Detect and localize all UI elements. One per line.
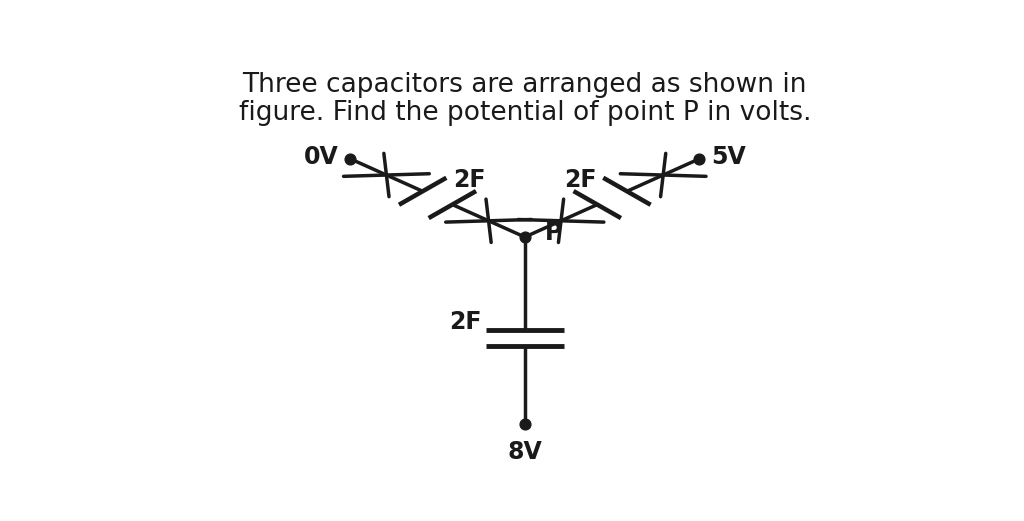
- Point: [516, 419, 532, 428]
- Text: 5V: 5V: [712, 145, 746, 169]
- Point: [342, 155, 358, 163]
- Text: figure. Find the potential of point P in volts.: figure. Find the potential of point P in…: [239, 100, 811, 126]
- Text: 2F: 2F: [564, 168, 597, 192]
- Text: P: P: [545, 221, 562, 245]
- Text: Three capacitors are arranged as shown in: Three capacitors are arranged as shown i…: [243, 71, 807, 97]
- Text: 2F: 2F: [453, 168, 485, 192]
- Text: 8V: 8V: [508, 440, 542, 464]
- Point: [516, 233, 532, 241]
- Point: [691, 155, 708, 163]
- Text: 0V: 0V: [303, 145, 338, 169]
- Text: 2F: 2F: [450, 311, 481, 334]
